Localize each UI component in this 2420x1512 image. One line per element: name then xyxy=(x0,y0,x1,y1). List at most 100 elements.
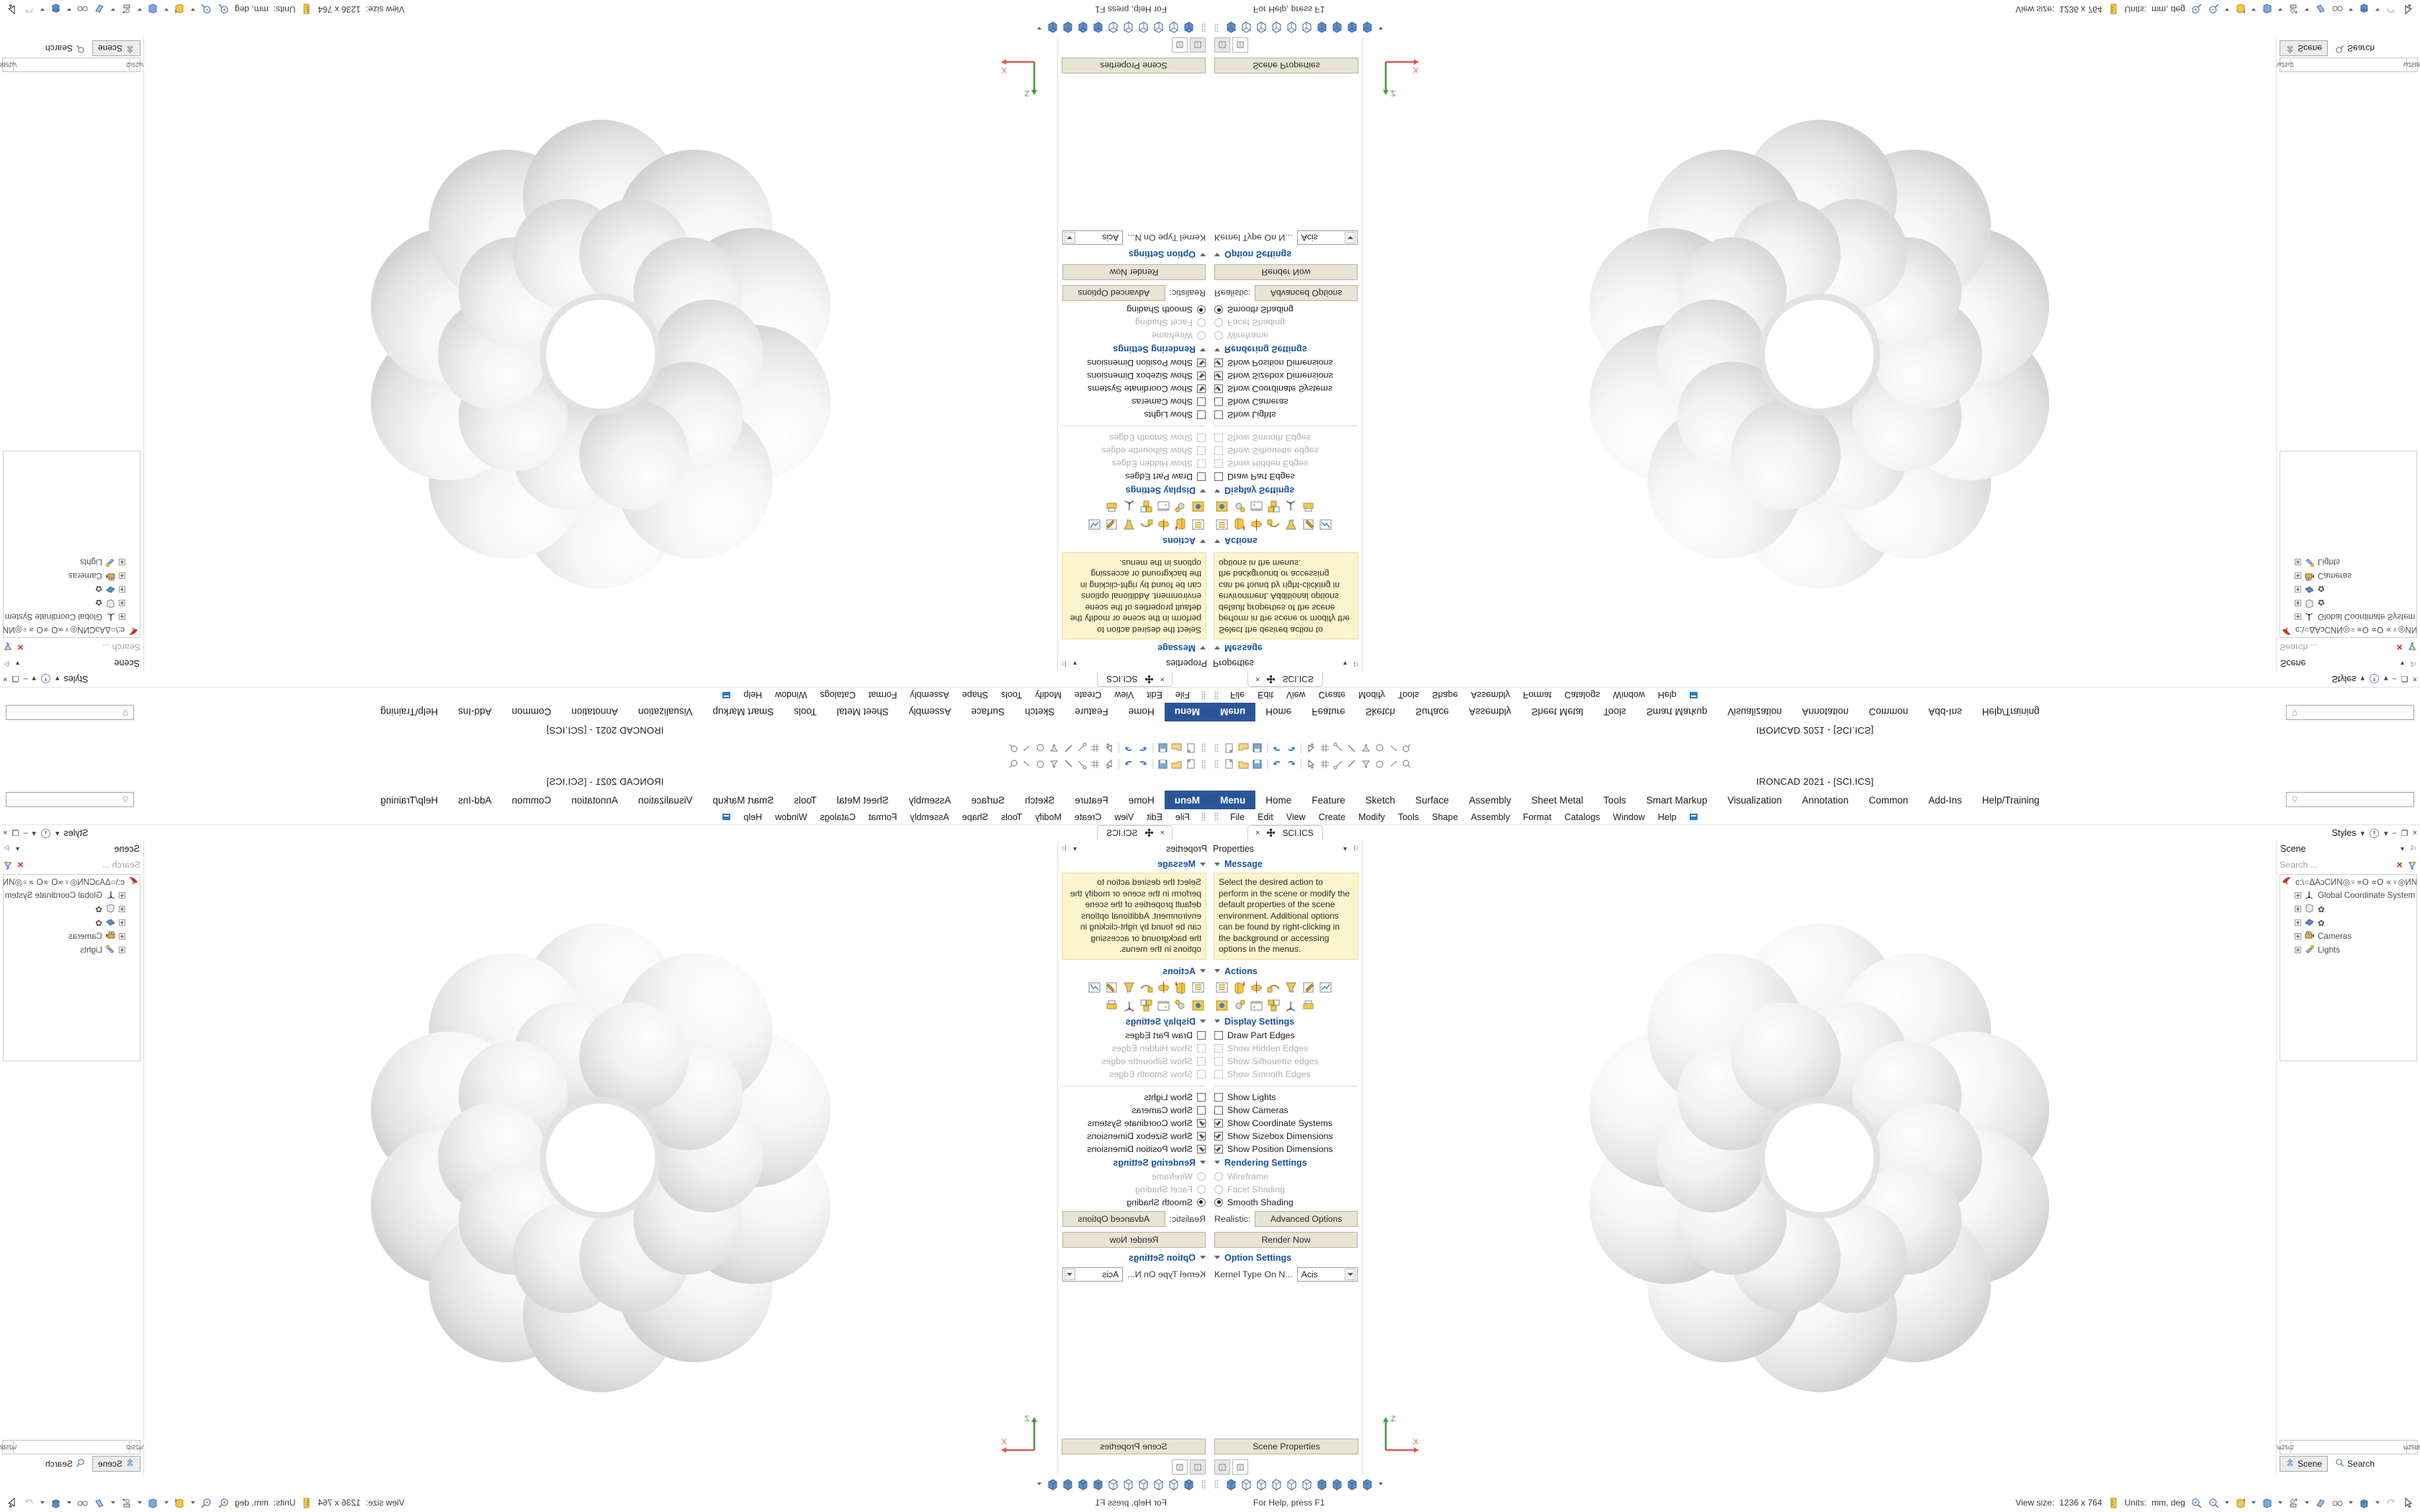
render-scene-icon[interactable] xyxy=(1214,998,1229,1013)
radio-circle[interactable] xyxy=(1197,1171,1206,1181)
scene-tree[interactable]: c:\○ΔАɔCИN◎♀∝O ∝O ∝♀◎ИN Global Coordinate… xyxy=(2280,874,2417,1061)
radio-circle[interactable] xyxy=(1214,1184,1223,1194)
option-settings-header[interactable]: Option Settings xyxy=(1210,1251,1362,1265)
checkbox-show-lights[interactable]: Show Lights xyxy=(1058,1091,1210,1104)
actions-icon-row-2[interactable] xyxy=(1210,996,1362,1014)
menu-item-shape[interactable]: Shape xyxy=(1432,690,1458,701)
chevron-down-icon[interactable] xyxy=(1379,27,1383,30)
select-icon[interactable] xyxy=(1103,742,1115,755)
ribbon-tab-smart-markup[interactable]: Smart Markup xyxy=(1646,706,1708,718)
properties-tab-strip[interactable] xyxy=(1210,1457,1363,1475)
scene-search-row[interactable]: Search ... × xyxy=(2277,857,2420,873)
list-properties-icon[interactable] xyxy=(1191,980,1206,995)
checkbox-box[interactable] xyxy=(1197,1131,1206,1140)
loft-icon[interactable] xyxy=(1283,518,1299,533)
assembly-group-icon[interactable] xyxy=(1266,500,1281,515)
checkbox-box[interactable] xyxy=(1214,1118,1223,1128)
chevron-down-icon[interactable] xyxy=(191,8,195,11)
left-view-icon[interactable] xyxy=(1270,22,1283,35)
grid-icon[interactable] xyxy=(1089,742,1101,755)
ribbon-tab-help-training[interactable]: Help/Training xyxy=(1981,706,2040,718)
quick-access-toolbar[interactable] xyxy=(0,740,1210,756)
chevron-down-icon[interactable] xyxy=(2349,1501,2353,1504)
document-tab[interactable]: × SCI.ICS xyxy=(1097,825,1173,840)
left-view-icon[interactable] xyxy=(1137,22,1150,35)
graph-icon[interactable] xyxy=(1318,518,1333,533)
checkbox-box[interactable] xyxy=(1214,410,1223,420)
view-orientation-bar[interactable] xyxy=(0,19,1210,37)
styles-dropdown-icon[interactable]: ▾ xyxy=(2360,829,2365,838)
menu-item-create[interactable]: Create xyxy=(1318,811,1346,822)
expand-icon[interactable] xyxy=(2295,613,2301,620)
expand-icon[interactable] xyxy=(119,586,125,593)
tree-item[interactable]: ✿ xyxy=(4,902,140,916)
iso3-view-icon[interactable] xyxy=(1345,1477,1359,1491)
chevron-down-icon[interactable] xyxy=(2278,8,2282,11)
styles-dropdown-icon[interactable]: ▾ xyxy=(55,674,60,683)
menu-items[interactable]: File Edit View Create Modify Tools Shape Assemb… xyxy=(1224,690,1683,701)
edit-sketch-icon[interactable] xyxy=(1301,518,1316,533)
tree-item[interactable]: Global Coordinate System xyxy=(4,610,140,624)
view-orientation-bar[interactable] xyxy=(1210,19,2420,37)
3d-viewport[interactable]: Z X xyxy=(144,841,1057,1475)
quick-access-toolbar[interactable] xyxy=(1210,756,2420,772)
menu-item-create[interactable]: Create xyxy=(1318,690,1346,701)
option-settings-header[interactable]: Option Settings xyxy=(1210,248,1362,262)
redo-icon[interactable] xyxy=(1285,742,1297,755)
advanced-options-button[interactable]: Advanced Options xyxy=(1255,1210,1358,1227)
chevron-down-icon[interactable] xyxy=(2251,8,2256,11)
undo-view-icon[interactable] xyxy=(23,1497,35,1509)
measure-icon[interactable] xyxy=(1062,758,1074,770)
3d-viewport[interactable]: Z X xyxy=(144,37,1057,671)
checkbox-show-cameras[interactable]: Show Cameras xyxy=(1058,396,1210,409)
ribbon-tab-home[interactable]: Home xyxy=(1128,706,1155,718)
coordinate-system-icon[interactable] xyxy=(1283,998,1299,1013)
ribbon-tab-home[interactable]: Home xyxy=(1265,794,1292,806)
assembly-group-icon[interactable] xyxy=(1139,998,1154,1013)
iso4-view-icon[interactable] xyxy=(1361,22,1374,35)
radio-facet-shading[interactable]: Facet Shading xyxy=(1058,1183,1210,1196)
undo-icon[interactable] xyxy=(1137,758,1149,770)
menu-item-shape[interactable]: Shape xyxy=(962,690,988,701)
iso4-view-icon[interactable] xyxy=(1361,1477,1374,1491)
scene-bottom-tabs[interactable]: Scene Search xyxy=(2277,37,2420,56)
checkbox-box[interactable] xyxy=(1197,1030,1206,1040)
open-icon[interactable] xyxy=(1170,742,1183,755)
ribbon-tab-common[interactable]: Common xyxy=(1868,794,1909,806)
kernel-type-select[interactable]: Acis xyxy=(1062,1266,1124,1282)
properties-tab-strip[interactable] xyxy=(1057,37,1210,55)
zoom-in-icon[interactable] xyxy=(218,1497,230,1509)
save-icon[interactable] xyxy=(1251,742,1263,755)
tree-item[interactable]: Global Coordinate System xyxy=(2280,888,2416,902)
edit-sketch-icon[interactable] xyxy=(1104,980,1119,995)
new-icon[interactable] xyxy=(1184,758,1196,770)
viewcube-icon[interactable] xyxy=(50,4,62,16)
scene-tree[interactable]: c:\○ΔАɔCИN◎♀∝O ∝O ∝♀◎ИN Global Coordinate… xyxy=(2280,451,2417,638)
checkbox-show-sizebox-dimensions[interactable]: Show Sizebox Dimensions xyxy=(1210,370,1362,383)
chevron-down-icon[interactable] xyxy=(2305,8,2309,11)
ribbon-tab-add-ins[interactable]: Add-Ins xyxy=(458,794,492,806)
menu-item-create[interactable]: Create xyxy=(1074,811,1102,822)
loft-icon[interactable] xyxy=(1121,518,1137,533)
expand-icon[interactable] xyxy=(2295,586,2301,593)
snap-icon[interactable] xyxy=(1332,758,1345,770)
checkbox-box[interactable] xyxy=(1197,384,1206,394)
scene-collapse-icon[interactable]: ▾ xyxy=(15,659,19,667)
checkbox-draw-part-edges[interactable]: Draw Part Edges xyxy=(1058,471,1210,484)
redo-icon[interactable] xyxy=(1285,758,1297,770)
ribbon-tab-tools[interactable]: Tools xyxy=(794,706,817,718)
menu-grip[interactable] xyxy=(1214,812,1219,822)
scene-search-input[interactable]: Search ... xyxy=(2280,642,2318,652)
styles-menu-icon[interactable]: ▾ xyxy=(2384,829,2388,838)
actions-icon-row-1[interactable] xyxy=(1058,516,1210,534)
scene-bottom-tabs[interactable]: Scene Search xyxy=(0,37,143,56)
properties-tab-scene[interactable] xyxy=(1190,37,1206,53)
styles-dropdown-icon[interactable]: ▾ xyxy=(2360,674,2365,683)
menu-item-format[interactable]: Format xyxy=(1523,690,1552,701)
zoom-window-icon[interactable] xyxy=(1401,742,1413,755)
styles-close-icon[interactable]: × xyxy=(3,829,8,837)
ribbon-tab-assembly[interactable]: Assembly xyxy=(908,794,951,806)
expand-icon[interactable] xyxy=(2295,933,2301,940)
rendering-settings-header[interactable]: Rendering Settings xyxy=(1210,1156,1362,1170)
ribbon-tab-sketch[interactable]: Sketch xyxy=(1365,794,1396,806)
